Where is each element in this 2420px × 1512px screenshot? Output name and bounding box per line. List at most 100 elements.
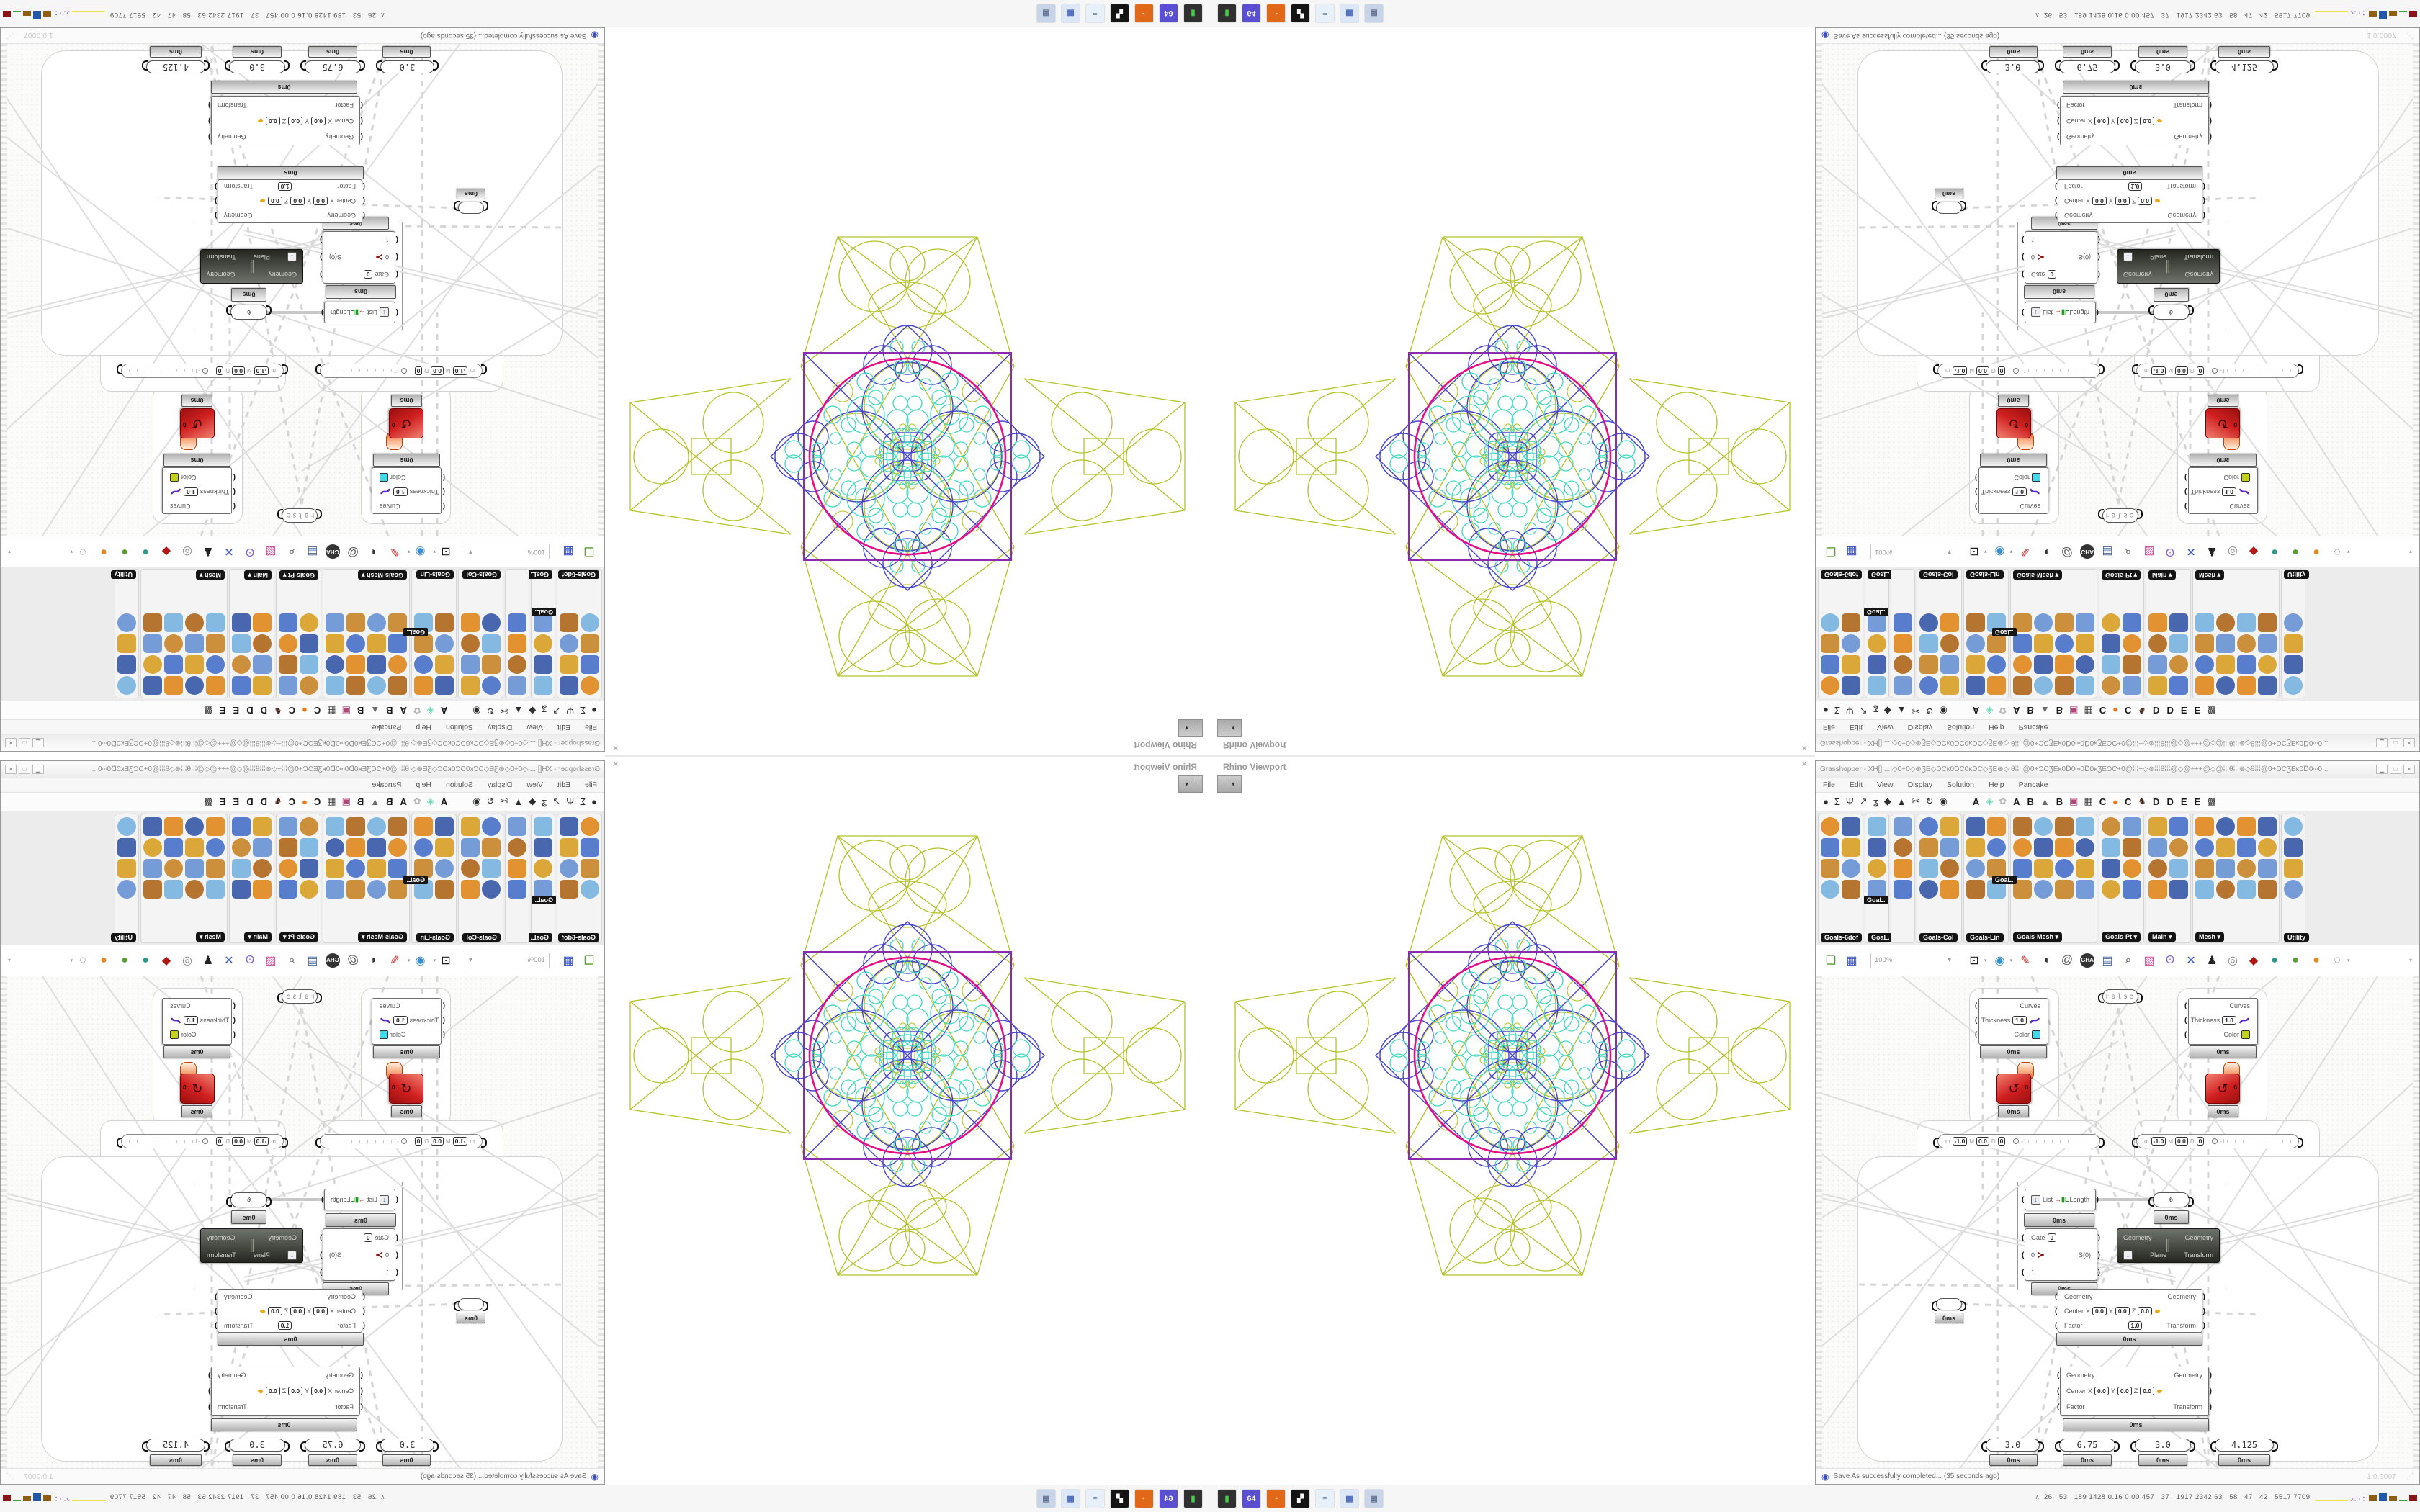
slider-handle[interactable] xyxy=(2212,1138,2218,1145)
value-box[interactable]: 0.0 xyxy=(2092,1307,2107,1316)
number-slider[interactable]: m -1.0 M 0.0 D 0 -1 xyxy=(320,1134,483,1149)
tool-icon[interactable] xyxy=(482,816,501,836)
tool-icon[interactable] xyxy=(2216,858,2235,878)
tab-d[interactable]: D xyxy=(2153,796,2160,807)
gha-badge[interactable]: GHA xyxy=(2080,953,2095,968)
gh-canvas[interactable]: False Curves Thickness 1.0 Color 0ms ↺ 0 xyxy=(1,43,604,536)
tool-icon[interactable] xyxy=(2055,837,2074,857)
viewport-menu-button[interactable]: ▏ ▾ xyxy=(1178,719,1203,737)
number-panel[interactable]: 3.0 xyxy=(380,1439,434,1452)
value-box[interactable]: 1.0 xyxy=(184,1016,198,1025)
tool-icon[interactable] xyxy=(117,613,136,633)
tool-icon[interactable] xyxy=(2216,879,2235,899)
tool-icon[interactable] xyxy=(253,613,272,633)
tab-icon[interactable]: ♞ xyxy=(273,705,282,716)
tool-icon[interactable] xyxy=(461,634,480,654)
tool-icon[interactable] xyxy=(2216,816,2235,836)
tool-icon[interactable] xyxy=(367,613,386,633)
tab-c[interactable]: C xyxy=(288,705,295,716)
taskbar-printer-icon[interactable]: ▤ xyxy=(1036,1489,1056,1508)
tool-icon[interactable] xyxy=(185,858,204,878)
tool-icon[interactable] xyxy=(253,879,272,899)
tab-icon[interactable]: Σ xyxy=(1834,796,1840,807)
flatten-icon[interactable]: ↓ xyxy=(380,1194,389,1205)
tab-icon[interactable]: ▣ xyxy=(2069,796,2079,807)
tool-icon[interactable] xyxy=(534,655,552,675)
tool-icon[interactable] xyxy=(346,837,365,857)
tool-icon[interactable] xyxy=(1842,676,1860,696)
tab-icon[interactable]: ▲ xyxy=(1896,705,1906,716)
tool-icon[interactable] xyxy=(2013,655,2032,675)
value-box[interactable]: 0.0 xyxy=(2094,1387,2109,1396)
value-box[interactable]: 0.0 xyxy=(311,116,326,125)
tool-icon[interactable] xyxy=(1821,613,1839,633)
tool-icon[interactable] xyxy=(143,655,162,675)
tool-icon[interactable] xyxy=(232,655,251,675)
tab-icon[interactable]: ▩ xyxy=(204,705,213,716)
save-file-icon[interactable]: ▦ xyxy=(563,954,574,967)
tab-a[interactable]: A xyxy=(2013,705,2020,716)
tool-icon[interactable] xyxy=(232,879,251,899)
tab-b[interactable]: B xyxy=(2056,796,2063,807)
tool-icon[interactable] xyxy=(1940,879,1959,899)
menu-display[interactable]: Display xyxy=(487,780,513,790)
value-box[interactable]: 0.0 xyxy=(2138,1307,2153,1316)
menu-edit[interactable]: Edit xyxy=(1849,780,1863,790)
tool-icon[interactable] xyxy=(2169,613,2188,633)
chevron-down-icon[interactable]: ▾ xyxy=(2009,958,2013,963)
tool-icon[interactable] xyxy=(2034,634,2053,654)
error-component[interactable]: ↺ 0 xyxy=(389,1074,424,1104)
tool-icon[interactable] xyxy=(2258,816,2277,836)
tool-icon[interactable] xyxy=(2102,858,2120,878)
tab-icon[interactable]: ◉ xyxy=(1939,705,1948,716)
tool-icon[interactable] xyxy=(143,634,162,654)
solver-toggle-icon[interactable]: ◖ xyxy=(2043,953,2050,966)
at-badge-icon[interactable]: @ xyxy=(346,546,359,559)
tab-b[interactable]: B xyxy=(2056,705,2063,716)
menu-edit[interactable]: Edit xyxy=(557,722,571,732)
tab-icon[interactable]: ● xyxy=(2112,705,2118,716)
tool-icon[interactable] xyxy=(461,676,480,696)
tool-icon[interactable] xyxy=(414,816,433,836)
slider-max-value[interactable]: 0.0 xyxy=(431,366,444,375)
tab-icon[interactable]: ✂ xyxy=(500,705,508,716)
chevron-down-icon[interactable]: ▾ xyxy=(1984,549,1987,554)
taskbar-notepad-icon[interactable]: ≡ xyxy=(1085,4,1105,23)
tab-icon[interactable]: ● xyxy=(1823,796,1829,807)
tab-icon[interactable]: ● xyxy=(591,796,597,807)
tool-icon[interactable] xyxy=(206,858,225,878)
tab-e[interactable]: E xyxy=(2180,705,2187,716)
slider-digits-value[interactable]: 0 xyxy=(215,1137,224,1146)
tool-icon[interactable] xyxy=(1868,816,1886,836)
tool-icon[interactable] xyxy=(2237,676,2256,696)
tool-icon[interactable] xyxy=(508,634,526,654)
tool-icon[interactable] xyxy=(2216,634,2235,654)
publish-window-icon[interactable]: ▤ xyxy=(2102,545,2113,558)
tab-icon[interactable]: ✂ xyxy=(500,796,508,807)
tool-icon[interactable] xyxy=(1894,816,1912,836)
tab-icon[interactable]: Σ xyxy=(580,796,586,807)
tool-icon[interactable] xyxy=(508,837,526,857)
pawn-toggle-icon[interactable]: ♟ xyxy=(2206,954,2218,967)
tool-icon[interactable] xyxy=(2284,879,2303,899)
tab-d[interactable]: D xyxy=(260,796,267,807)
tool-icon[interactable] xyxy=(2169,816,2188,836)
taskbar-firefox-icon[interactable]: ◔ xyxy=(1134,4,1154,23)
value-box[interactable]: 0.0 xyxy=(290,1307,305,1316)
taskbar-notepad-icon[interactable]: ≡ xyxy=(1315,1489,1335,1508)
tool-icon[interactable] xyxy=(2169,837,2188,857)
toolbar-group-label[interactable]: Goals-Pt ▾ xyxy=(2102,932,2141,942)
tool-icon[interactable] xyxy=(508,879,526,899)
value-box[interactable]: 0.0 xyxy=(2115,1307,2130,1316)
number-slider[interactable]: m -1.0 M 0.0 D 0 -1 xyxy=(121,363,284,378)
tool-icon[interactable] xyxy=(1987,858,2006,878)
tool-icon[interactable] xyxy=(2102,816,2120,836)
tool-icon[interactable] xyxy=(117,879,136,899)
resize-grip[interactable]: ⋰ xyxy=(2406,31,2414,40)
rhino-viewport[interactable]: Rhino Viewport ✕ ▏ ▾ xyxy=(605,27,1210,756)
tool-icon[interactable] xyxy=(1919,858,1938,878)
stream-filter-node[interactable]: Gate 0 0 ≻ S(0) 1 xyxy=(2022,1228,2100,1282)
tab-icon[interactable]: ◈ xyxy=(1986,796,1994,807)
number-slider[interactable]: m -1.0 M 0.0 D 0 -1 xyxy=(1937,363,2100,378)
tool-icon[interactable] xyxy=(232,816,251,836)
